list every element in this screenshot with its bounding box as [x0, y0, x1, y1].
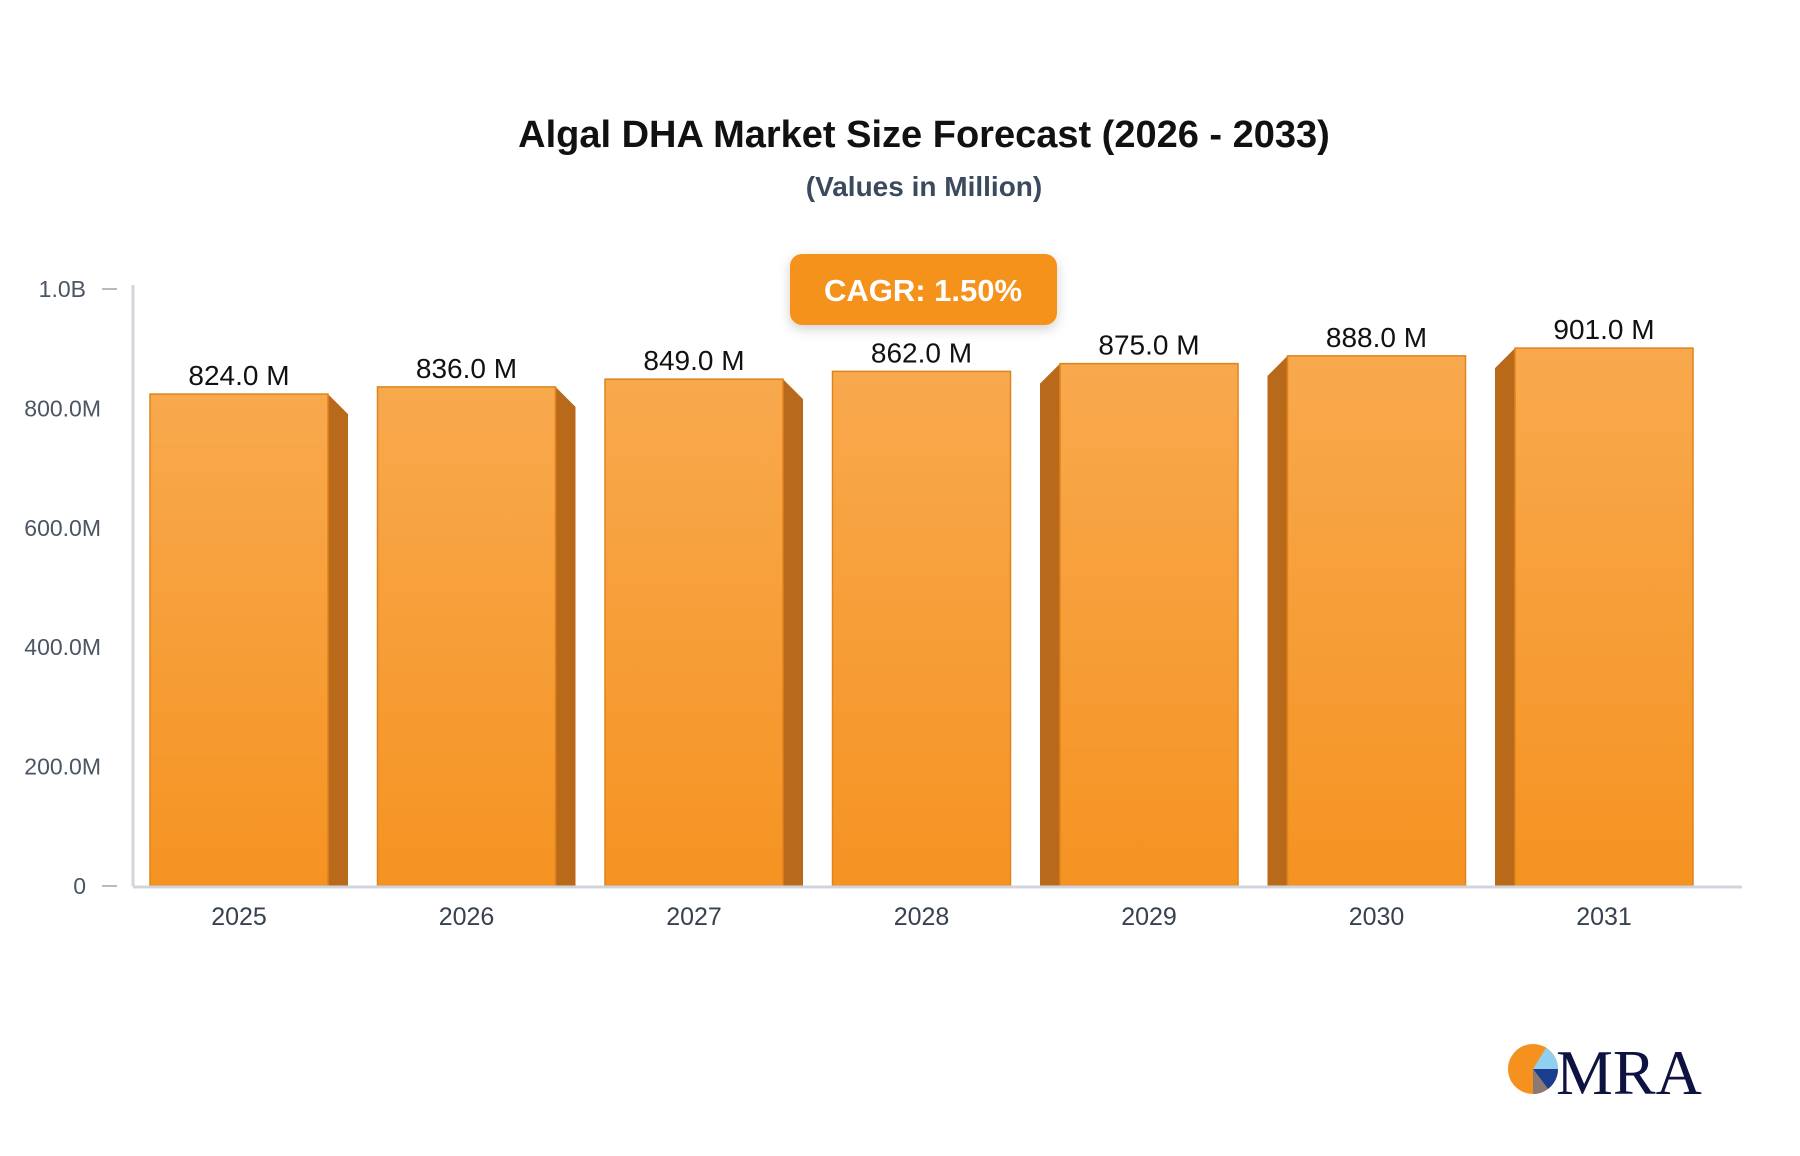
bars: 824.0 M 836.0 M 849.0 M 862.0 M 875.0 M 888.0… — [149, 314, 1694, 887]
bar — [831, 370, 1012, 887]
y-tick-label: 400.0M — [24, 634, 101, 660]
data-label: 862.0 M — [871, 337, 972, 368]
data-label: 824.0 M — [188, 360, 289, 391]
data-label: 836.0 M — [416, 353, 517, 384]
x-tick-label: 2027 — [666, 903, 722, 931]
y-axis: 0 200.0M 400.0M 600.0M 800.0M 1.0B — [24, 276, 135, 899]
bar-side — [555, 386, 576, 886]
y-tick-label: 800.0M — [24, 395, 101, 421]
cagr-badge — [790, 254, 1057, 325]
data-label: 849.0 M — [643, 345, 744, 376]
x-tick-label: 2028 — [894, 903, 950, 931]
x-tick-label: 2031 — [1576, 903, 1632, 931]
chart-subtitle: (Values in Million) — [806, 171, 1042, 202]
bar — [376, 386, 557, 887]
y-tick-label: 200.0M — [24, 754, 101, 780]
bar-side — [1495, 348, 1515, 886]
bar-side — [783, 379, 803, 886]
y-tick-label: 1.0B — [39, 276, 86, 302]
x-tick-label: 2026 — [439, 903, 495, 931]
data-label: 901.0 M — [1553, 314, 1654, 345]
logo-text: MRA — [1556, 1037, 1702, 1108]
bar — [1059, 362, 1239, 887]
x-axis: 2025 2026 2027 2028 2029 2030 2031 — [133, 885, 1742, 931]
x-tick-label: 2025 — [211, 903, 267, 931]
bar — [604, 378, 784, 887]
mra-logo: MRA — [1508, 1037, 1702, 1108]
x-tick-label: 2029 — [1121, 903, 1177, 931]
y-tick-label: 0 — [73, 873, 86, 899]
bar-side — [328, 394, 348, 886]
y-tick-label: 600.0M — [24, 515, 101, 541]
bar-side — [1040, 363, 1060, 886]
bar — [149, 393, 329, 887]
bar — [1514, 347, 1694, 887]
chart-title: Algal DHA Market Size Forecast (2026 - 2… — [518, 114, 1330, 156]
bar — [1286, 355, 1467, 887]
cagr-label: CAGR: 1.50% — [824, 273, 1022, 308]
data-label: 875.0 M — [1098, 330, 1199, 361]
bar-side — [1267, 355, 1288, 886]
x-tick-label: 2030 — [1349, 903, 1405, 931]
data-label: 888.0 M — [1326, 322, 1427, 353]
